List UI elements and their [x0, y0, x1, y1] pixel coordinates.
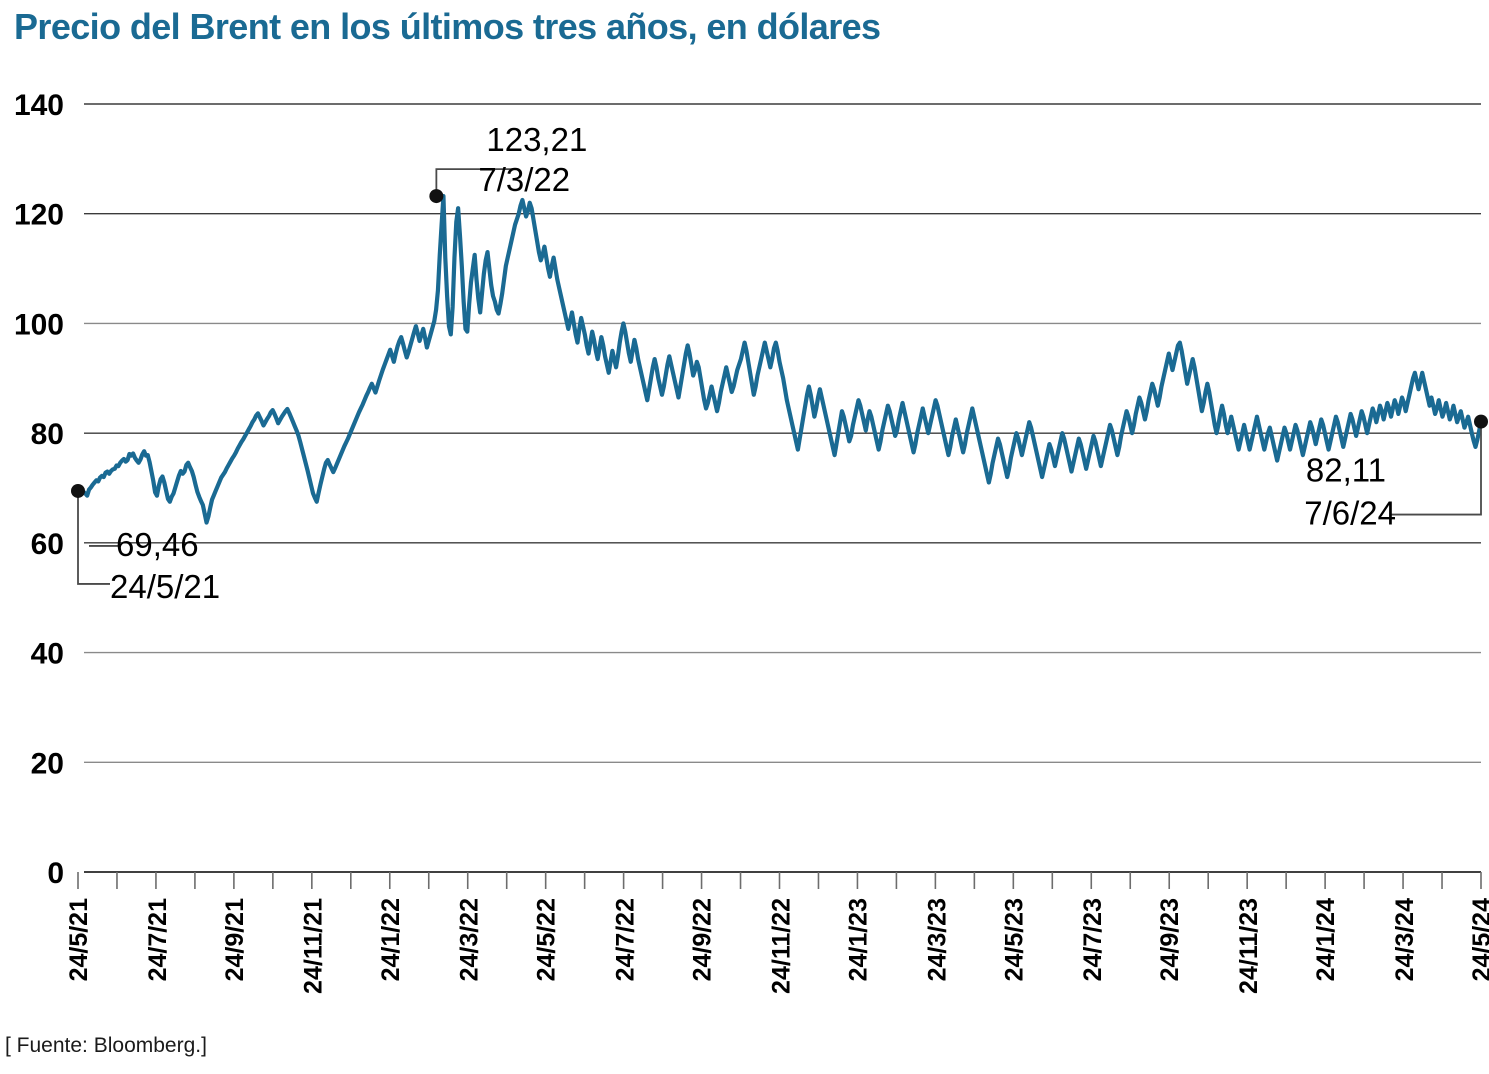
annotations-group: 123,217/3/22 69,46 24/5/21 82,11 7/6/24: [71, 121, 1488, 605]
y-axis-tick-label: 0: [47, 857, 64, 890]
x-axis-tick-label: 24/9/22: [689, 898, 717, 981]
annotation-leader-line: [435, 168, 515, 197]
brent-price-series: [75, 194, 1484, 525]
x-axis-tick-labels: 24/5/21 24/7/21 24/9/21 24/11/21 24/1/22 24/3…: [65, 898, 1489, 994]
annotation-peak-value: 123,21: [486, 121, 587, 158]
annotation-marker-dot: [1474, 414, 1488, 429]
x-axis: [77, 871, 1482, 889]
annotation-peak-date: 7/3/22: [478, 161, 570, 198]
series-line-brent: [75, 194, 1484, 525]
x-axis-tick-label: 24/7/21: [144, 898, 172, 982]
x-axis-tick-label: 24/9/23: [1156, 898, 1184, 981]
x-axis-tick-label: 24/5/24: [1468, 898, 1489, 982]
annotation-leader-line: [1391, 421, 1482, 516]
x-axis-tick-label: 24/7/22: [612, 898, 640, 981]
y-axis-tick-label: 40: [31, 638, 64, 671]
x-axis-tick-label: 24/7/23: [1079, 898, 1107, 981]
y-axis-tick-label: 80: [31, 418, 64, 451]
gridlines-group: [84, 103, 1481, 763]
y-axis-tick-label: 120: [14, 199, 64, 232]
x-axis-tick-label: 24/3/23: [923, 898, 951, 981]
x-axis-tick-label: 24/11/23: [1235, 898, 1263, 994]
y-axis-tick-labels: 0 20 40 60 80 100 120 140: [14, 89, 64, 890]
x-axis-tick-label: 24/3/22: [456, 898, 484, 981]
y-axis-tick-label: 60: [31, 528, 64, 561]
x-axis-tick-label: 24/5/22: [533, 898, 561, 981]
annotation-leader-line: [77, 490, 110, 585]
x-axis-tick-label: 24/1/23: [844, 898, 872, 981]
x-axis-tick-label: 24/11/21: [300, 898, 328, 994]
annotation-end-date: 7/6/24: [1304, 495, 1396, 532]
page-title: Precio del Brent en los últimos tres año…: [14, 6, 881, 47]
annotation-start-value: 69,46: [116, 526, 199, 563]
y-axis-tick-label: 20: [31, 747, 64, 780]
x-axis-tick-label: 24/5/21: [65, 898, 93, 982]
y-axis-tick-label: 140: [14, 89, 64, 122]
x-axis-tick-label: 24/1/22: [377, 898, 405, 981]
annotation-marker-dot: [71, 483, 85, 498]
annotation-start-date: 24/5/21: [110, 568, 220, 605]
x-axis-tick-label: 24/3/24: [1391, 898, 1419, 982]
x-axis-tick-label: 24/11/22: [767, 898, 795, 994]
x-axis-tick-label: 24/9/21: [221, 898, 249, 982]
x-axis-tick-label: 24/5/23: [1000, 898, 1028, 981]
annotation-marker-dot: [429, 189, 444, 204]
source-note: [ Fuente: Bloomberg.]: [5, 1034, 207, 1057]
annotation-end-value: 82,11: [1306, 452, 1386, 489]
line-chart-plot: 0 20 40 60 80 100 120 140 24/5/21 24/7/21 24/9/21…: [14, 89, 1489, 994]
y-axis-tick-label: 100: [14, 308, 64, 341]
x-axis-tick-label: 24/1/24: [1312, 898, 1340, 982]
